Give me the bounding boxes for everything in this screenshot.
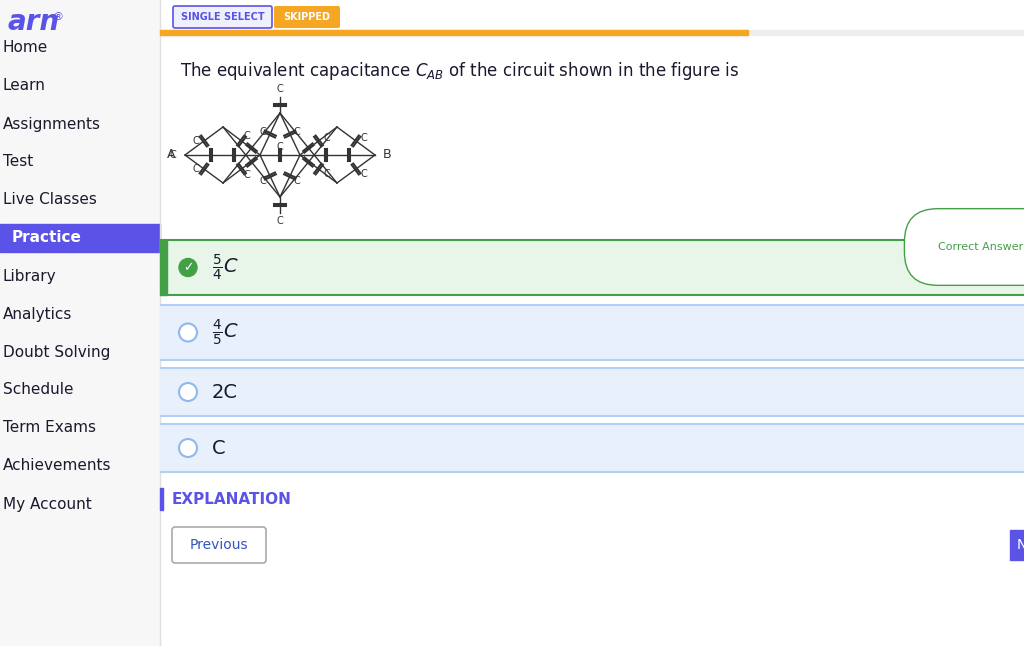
Bar bbox=[160, 30, 748, 35]
Text: Practice: Practice bbox=[12, 231, 82, 245]
Text: arn: arn bbox=[8, 8, 60, 36]
Bar bbox=[160, 30, 1024, 35]
Text: ®: ® bbox=[52, 12, 63, 22]
Bar bbox=[160, 368, 1024, 416]
FancyBboxPatch shape bbox=[274, 6, 340, 28]
Text: C: C bbox=[212, 439, 225, 457]
Text: C: C bbox=[276, 216, 284, 226]
Circle shape bbox=[179, 439, 197, 457]
Text: Achievements: Achievements bbox=[3, 459, 112, 474]
Text: $\frac{4}{5}C$: $\frac{4}{5}C$ bbox=[212, 317, 239, 348]
Bar bbox=[160, 424, 1024, 472]
Text: C: C bbox=[276, 84, 284, 94]
Text: EXPLANATION: EXPLANATION bbox=[172, 492, 292, 506]
Text: B: B bbox=[383, 149, 391, 162]
Text: Doubt Solving: Doubt Solving bbox=[3, 344, 111, 360]
Text: C: C bbox=[324, 133, 330, 143]
Text: C: C bbox=[324, 169, 330, 179]
Bar bbox=[160, 240, 1024, 295]
Text: Schedule: Schedule bbox=[3, 382, 74, 397]
Text: C: C bbox=[243, 131, 250, 141]
Bar bbox=[160, 240, 167, 295]
Bar bbox=[1010, 530, 1024, 560]
FancyBboxPatch shape bbox=[173, 6, 272, 28]
Text: Home: Home bbox=[3, 41, 48, 56]
Circle shape bbox=[179, 258, 197, 276]
Text: Ne: Ne bbox=[1017, 538, 1024, 552]
Text: C: C bbox=[193, 164, 200, 174]
Text: C: C bbox=[260, 127, 266, 137]
Bar bbox=[0, 0, 160, 646]
Circle shape bbox=[179, 324, 197, 342]
Text: Analytics: Analytics bbox=[3, 306, 73, 322]
Text: My Account: My Account bbox=[3, 497, 92, 512]
Text: C: C bbox=[294, 176, 300, 186]
Text: C: C bbox=[360, 133, 368, 143]
Text: Correct Answer: Correct Answer bbox=[938, 242, 1023, 252]
Text: C: C bbox=[243, 170, 250, 180]
Text: Previous: Previous bbox=[189, 538, 248, 552]
Text: ✓: ✓ bbox=[182, 261, 194, 274]
Text: Live Classes: Live Classes bbox=[3, 193, 97, 207]
Text: C: C bbox=[170, 150, 176, 160]
Text: $\frac{5}{4}C$: $\frac{5}{4}C$ bbox=[212, 253, 239, 282]
Text: The equivalent capacitance $C_{AB}$ of the circuit shown in the figure is: The equivalent capacitance $C_{AB}$ of t… bbox=[180, 60, 739, 82]
Text: C: C bbox=[193, 136, 200, 146]
Text: C: C bbox=[276, 142, 284, 152]
Text: Learn: Learn bbox=[3, 79, 46, 94]
Bar bbox=[160, 305, 1024, 360]
Text: SKIPPED: SKIPPED bbox=[284, 12, 331, 22]
FancyBboxPatch shape bbox=[172, 527, 266, 563]
Text: Library: Library bbox=[3, 269, 56, 284]
Bar bbox=[0, 224, 160, 252]
Text: C: C bbox=[294, 127, 300, 137]
Bar bbox=[160, 488, 163, 510]
Text: Term Exams: Term Exams bbox=[3, 421, 96, 435]
Text: Assignments: Assignments bbox=[3, 116, 101, 132]
Text: SINGLE SELECT: SINGLE SELECT bbox=[180, 12, 264, 22]
Text: C: C bbox=[260, 176, 266, 186]
Text: 2C: 2C bbox=[212, 382, 238, 402]
Text: A: A bbox=[167, 149, 175, 162]
Text: C: C bbox=[360, 169, 368, 179]
Text: Test: Test bbox=[3, 154, 33, 169]
Circle shape bbox=[179, 383, 197, 401]
